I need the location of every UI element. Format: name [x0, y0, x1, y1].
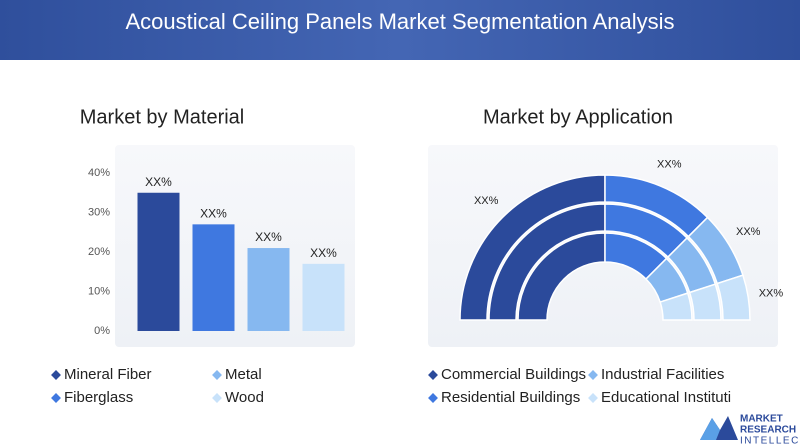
bar — [137, 192, 180, 331]
value-label: XX% — [200, 207, 227, 221]
legend-label: Residential Buildings — [441, 389, 580, 406]
donut-segment — [688, 283, 722, 321]
legend-marker — [51, 370, 61, 380]
legend-marker — [588, 393, 598, 403]
legend-label: Industrial Facilities — [601, 366, 724, 383]
legend-marker — [212, 370, 222, 380]
legend-marker — [51, 393, 61, 403]
value-label: XX% — [657, 159, 682, 171]
logo-text: MARKET — [740, 414, 783, 425]
donut-segment — [659, 292, 693, 321]
y-tick-label: 0% — [94, 325, 110, 337]
legend-label: Fiberglass — [64, 389, 133, 406]
value-label: XX% — [474, 195, 499, 207]
chart-title: Market by Material — [80, 106, 245, 128]
value-label: XX% — [255, 230, 282, 244]
value-label: XX% — [736, 226, 761, 238]
page-title: Acoustical Ceiling Panels Market Segment… — [125, 9, 674, 34]
header-band — [0, 0, 800, 60]
chart-title: Market by Application — [483, 106, 673, 128]
y-tick-label: 10% — [88, 285, 110, 297]
legend-label: Educational Instituti — [601, 389, 731, 406]
logo-text: RESEARCH — [740, 425, 796, 436]
logo-icon — [700, 416, 738, 440]
y-tick-label: 20% — [88, 246, 110, 258]
y-tick-label: 40% — [88, 167, 110, 179]
legend-label: Mineral Fiber — [64, 366, 152, 383]
bar — [192, 224, 235, 331]
legend-marker — [428, 370, 438, 380]
legend-marker — [428, 393, 438, 403]
legend-label: Wood — [225, 389, 264, 406]
value-label: XX% — [145, 175, 172, 189]
value-label: XX% — [759, 288, 784, 300]
legend-label: Metal — [225, 366, 262, 383]
value-label: XX% — [310, 246, 337, 260]
y-tick-label: 30% — [88, 206, 110, 218]
legend-label: Commercial Buildings — [441, 366, 586, 383]
donut-segment — [716, 274, 751, 321]
bar — [302, 263, 345, 331]
bar — [247, 248, 290, 331]
logo-text: INTELLECT — [740, 436, 800, 447]
legend-marker — [588, 370, 598, 380]
legend-marker — [212, 393, 222, 403]
